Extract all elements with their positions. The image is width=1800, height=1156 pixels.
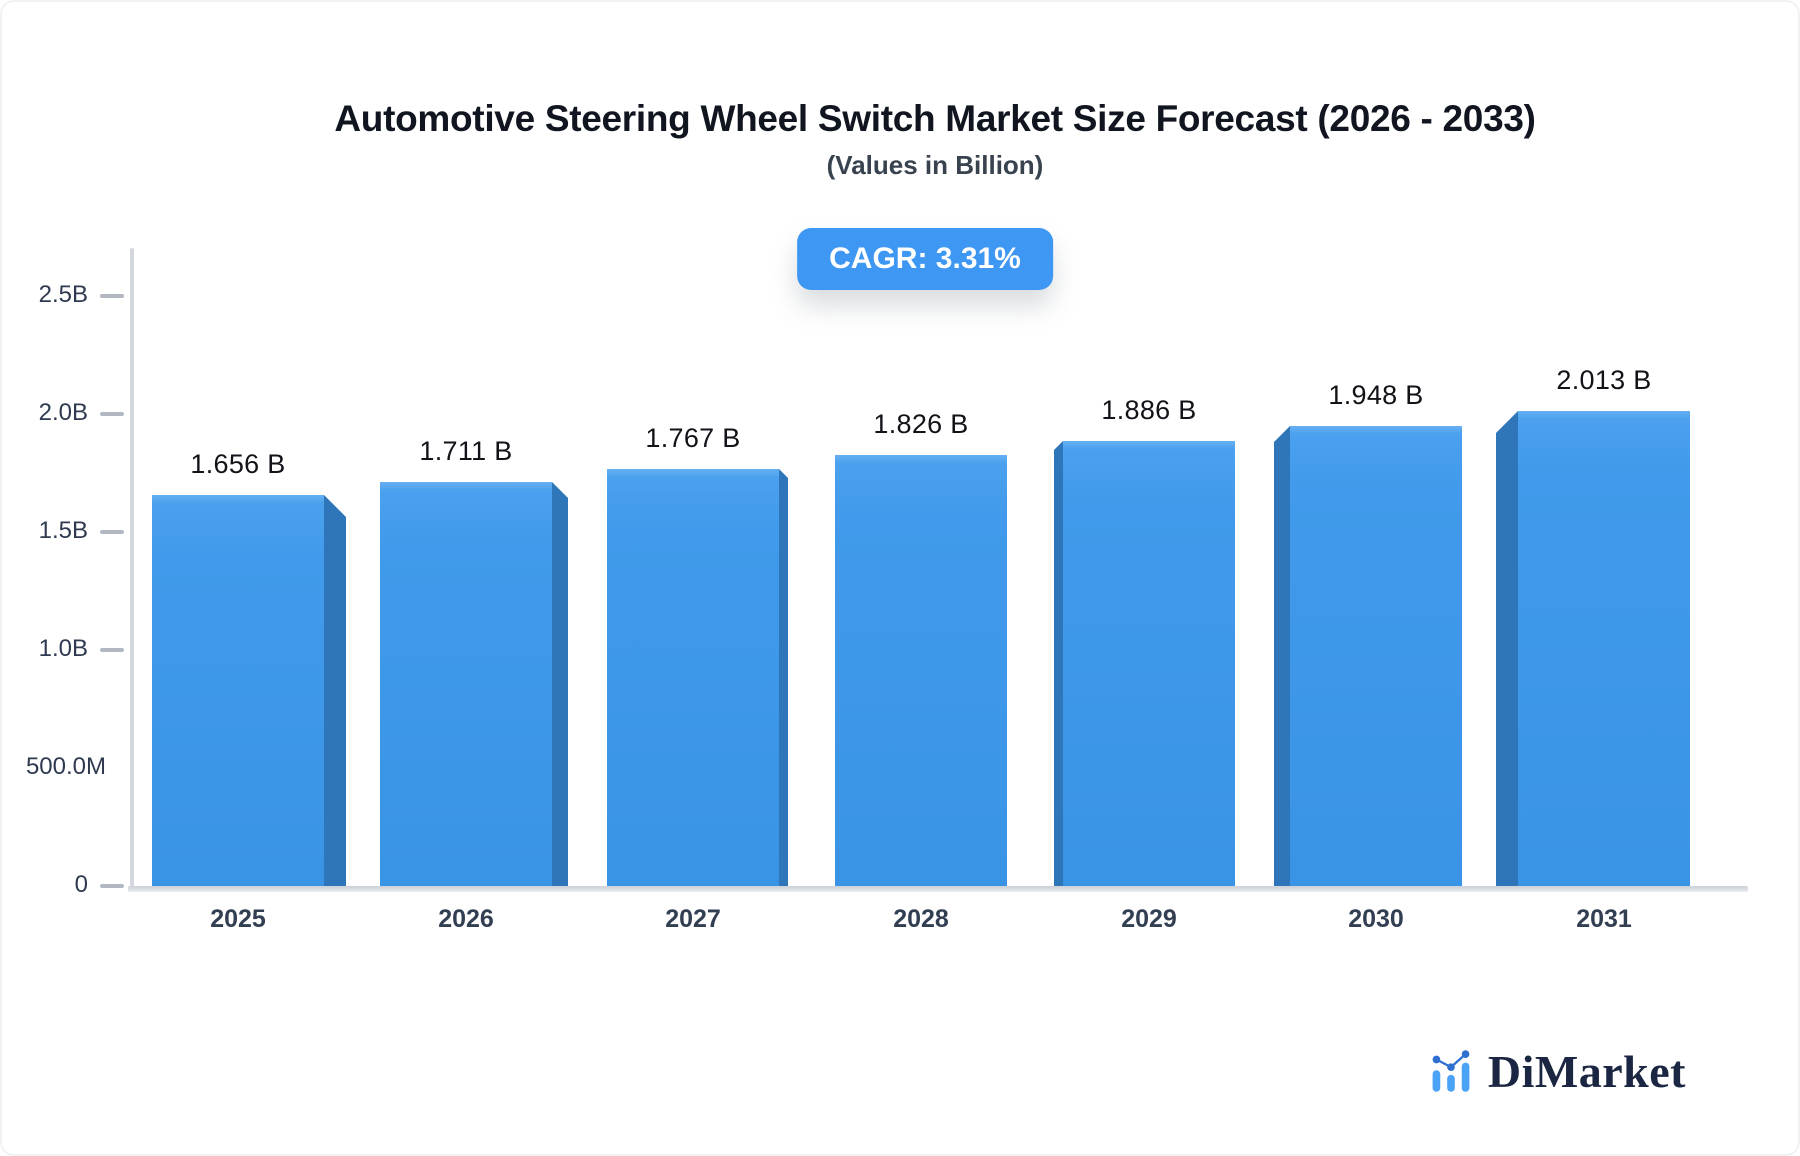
x-axis-label: 2026 <box>438 905 494 933</box>
bar-value-label: 1.656 B <box>190 449 286 479</box>
bar-2025[interactable] <box>152 495 324 886</box>
brand-watermark: DiMarket <box>1428 1044 1686 1098</box>
bar-value-label: 1.886 B <box>1101 395 1197 425</box>
y-axis-line <box>130 248 134 890</box>
bar-3d-side <box>1054 441 1063 886</box>
y-tick-label: 500.0M <box>25 753 106 780</box>
x-axis-label: 2030 <box>1348 905 1404 933</box>
chart-title: Automotive Steering Wheel Switch Market … <box>334 98 1536 139</box>
bar-value-label: 1.711 B <box>419 436 513 466</box>
y-tick-dash <box>100 530 124 534</box>
x-axis-line <box>128 886 1748 892</box>
bar-2029[interactable] <box>1063 441 1235 886</box>
y-tick-label: 2.5B <box>38 281 88 308</box>
y-tick-label: 1.5B <box>38 517 88 544</box>
chart-subtitle: (Values in Billion) <box>826 150 1044 180</box>
x-axis-label: 2029 <box>1121 905 1177 933</box>
y-tick-dash <box>100 412 124 416</box>
bar-2026[interactable] <box>380 482 552 886</box>
y-tick-dash <box>100 884 124 888</box>
y-tick-dash <box>100 294 124 298</box>
bar-3d-side <box>552 482 568 886</box>
bar-2027[interactable] <box>607 469 779 886</box>
brand-name: DiMarket <box>1487 1045 1686 1097</box>
x-axis-label: 2027 <box>665 905 721 933</box>
bar-3d-side <box>1274 426 1290 886</box>
bar-value-label: 2.013 B <box>1556 365 1652 395</box>
bar-2030[interactable] <box>1290 426 1462 886</box>
bar-3d-side <box>1496 411 1518 886</box>
bar-2028[interactable] <box>835 455 1007 886</box>
bar-value-label: 1.948 B <box>1328 380 1424 410</box>
y-tick-dash <box>100 648 124 652</box>
x-axis-label: 2025 <box>210 905 266 933</box>
x-axis-label: 2031 <box>1576 905 1632 933</box>
y-tick-label: 2.0B <box>38 399 88 426</box>
bar-chart-with-dots-icon <box>1432 1050 1470 1092</box>
y-tick-label: 0 <box>74 871 88 898</box>
bar-3d-side <box>324 495 346 886</box>
x-axis-label: 2028 <box>893 905 949 933</box>
bar-value-label: 1.767 B <box>645 423 741 453</box>
cagr-badge: CAGR: 3.31% <box>797 228 1053 290</box>
y-tick-label: 1.0B <box>38 635 88 662</box>
bar-2031[interactable] <box>1518 411 1690 886</box>
bar-value-label: 1.826 B <box>873 409 969 439</box>
bar-3d-side <box>779 469 788 886</box>
